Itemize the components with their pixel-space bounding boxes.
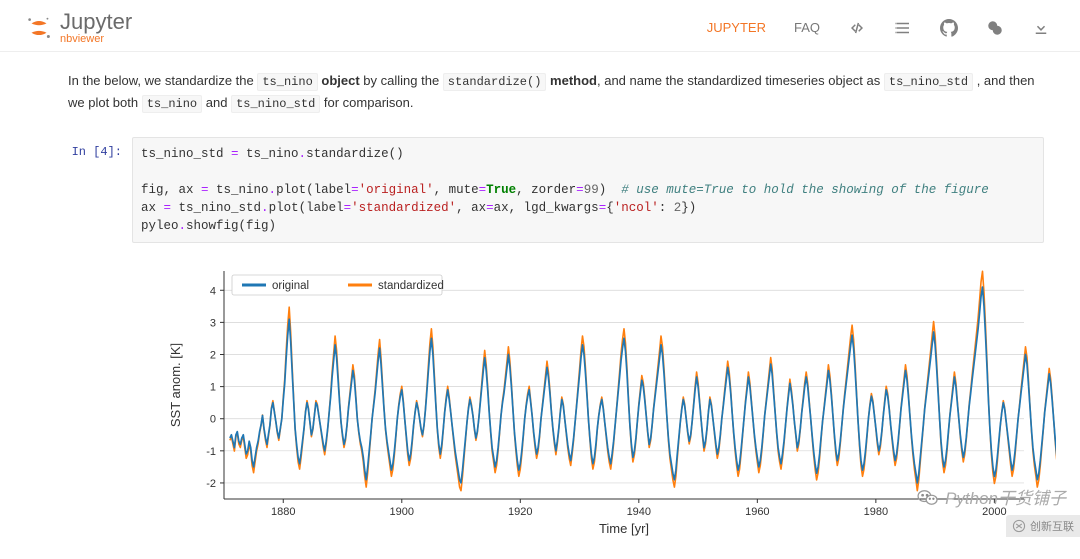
code-standardize: standardize()	[443, 73, 547, 91]
svg-text:1980: 1980	[864, 506, 888, 518]
code-cell: In [4]: ts_nino_std = ts_nino.standardiz…	[68, 137, 1044, 244]
header-right: JUPYTER FAQ	[707, 19, 1056, 37]
binder-icon[interactable]	[986, 19, 1004, 37]
svg-text:-2: -2	[206, 478, 216, 490]
svg-text:1960: 1960	[745, 506, 769, 518]
nav-jupyter[interactable]: JUPYTER	[707, 20, 766, 35]
code-ts-nino-std: ts_nino_std	[884, 73, 973, 91]
svg-text:original: original	[272, 280, 309, 292]
paragraph: In the below, we standardize the ts_nino…	[68, 70, 1044, 115]
code-block[interactable]: ts_nino_std = ts_nino.standardize() fig,…	[132, 137, 1044, 244]
header: Jupyter nbviewer JUPYTER FAQ	[0, 0, 1080, 52]
svg-text:2000: 2000	[982, 506, 1006, 518]
list-icon[interactable]	[894, 19, 912, 37]
svg-text:1940: 1940	[627, 506, 651, 518]
output-cell: -2 -1 0 1 2 3 4 1880 1900 1920 1940 1960 1980 2000 Tim…	[68, 251, 1044, 547]
corner-badge[interactable]: 创新互联	[1006, 515, 1080, 537]
input-prompt: In [4]:	[68, 137, 132, 244]
badge-icon	[1012, 519, 1026, 533]
svg-text:standardized: standardized	[378, 280, 444, 292]
svg-text:4: 4	[210, 286, 216, 298]
github-icon[interactable]	[940, 19, 958, 37]
svg-text:1: 1	[210, 382, 216, 394]
brand-text: Jupyter nbviewer	[60, 11, 132, 45]
brand[interactable]: Jupyter nbviewer	[24, 11, 132, 45]
download-icon[interactable]	[1032, 19, 1050, 37]
svg-text:1880: 1880	[271, 506, 295, 518]
svg-text:0: 0	[210, 414, 216, 426]
code-ts-nino: ts_nino	[257, 73, 317, 91]
svg-text:SST anom. [K]: SST anom. [K]	[168, 343, 183, 427]
svg-text:1920: 1920	[508, 506, 532, 518]
jupyter-logo-icon	[24, 13, 54, 43]
line-chart: -2 -1 0 1 2 3 4 1880 1900 1920 1940 1960 1980 2000 Tim…	[156, 257, 1056, 547]
view-code-icon[interactable]	[848, 19, 866, 37]
nav-faq[interactable]: FAQ	[794, 20, 820, 35]
svg-text:-1: -1	[206, 446, 216, 458]
content: In the below, we standardize the ts_nino…	[0, 52, 1080, 559]
svg-text:2: 2	[210, 350, 216, 362]
svg-text:1900: 1900	[390, 506, 414, 518]
chart: -2 -1 0 1 2 3 4 1880 1900 1920 1940 1960 1980 2000 Tim…	[132, 251, 1056, 547]
output-prompt	[68, 251, 132, 547]
svg-text:Time [yr]: Time [yr]	[599, 521, 649, 536]
svg-text:3: 3	[210, 318, 216, 330]
